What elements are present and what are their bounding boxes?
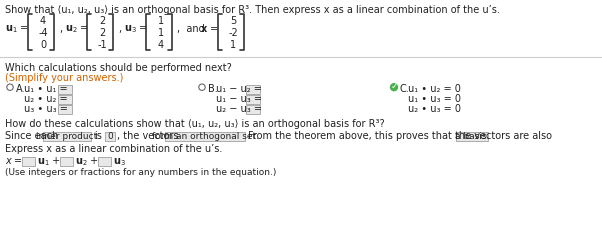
Text: 2: 2 xyxy=(99,28,105,38)
Text: How do these calculations show that ⟨u₁, u₂, u₃⟩ is an orthogonal basis for R³?: How do these calculations show that ⟨u₁,… xyxy=(5,119,385,129)
FancyBboxPatch shape xyxy=(246,85,260,94)
Text: From the theorem above, this proves that the vectors are also: From the theorem above, this proves that… xyxy=(248,131,552,141)
Text: is: is xyxy=(94,131,102,141)
FancyBboxPatch shape xyxy=(98,157,111,166)
Text: a basis.: a basis. xyxy=(455,132,489,141)
Text: u₂ • u₃ = 0: u₂ • u₃ = 0 xyxy=(408,104,461,114)
Text: u₁ − u₃ =: u₁ − u₃ = xyxy=(216,94,262,104)
Text: $\mathbf{u}_1$: $\mathbf{u}_1$ xyxy=(37,156,49,168)
Text: ,: , xyxy=(118,24,121,34)
Text: inner product: inner product xyxy=(36,132,98,141)
FancyBboxPatch shape xyxy=(22,157,35,166)
Text: u₁ • u₂ = 0: u₁ • u₂ = 0 xyxy=(408,84,461,94)
Text: 2: 2 xyxy=(99,16,105,26)
Text: $\mathbf{u}_2$ =: $\mathbf{u}_2$ = xyxy=(65,23,89,35)
FancyBboxPatch shape xyxy=(456,132,488,141)
Text: 5: 5 xyxy=(230,16,236,26)
Text: Show that ⟨u₁, u₂, u₃⟩ is an orthogonal basis for R³. Then express x as a linear: Show that ⟨u₁, u₂, u₃⟩ is an orthogonal … xyxy=(5,5,500,15)
Text: ✓: ✓ xyxy=(390,82,398,91)
FancyBboxPatch shape xyxy=(60,157,73,166)
Text: +: + xyxy=(87,156,98,166)
Text: 1: 1 xyxy=(158,28,164,38)
Text: Which calculations should be performed next?: Which calculations should be performed n… xyxy=(5,63,232,73)
Text: 4: 4 xyxy=(158,40,164,50)
Text: u₂ • u₂ =: u₂ • u₂ = xyxy=(24,94,67,104)
FancyBboxPatch shape xyxy=(58,85,72,94)
Text: -4: -4 xyxy=(38,28,48,38)
Text: 0: 0 xyxy=(40,40,46,50)
FancyBboxPatch shape xyxy=(165,132,245,141)
Text: ,: , xyxy=(59,24,62,34)
Text: B.: B. xyxy=(208,84,218,94)
Text: 0: 0 xyxy=(107,132,113,141)
Text: (Simplify your answers.): (Simplify your answers.) xyxy=(5,73,123,83)
Text: Since each: Since each xyxy=(5,131,58,141)
Text: Express x as a linear combination of the u’s.: Express x as a linear combination of the… xyxy=(5,144,222,154)
Text: C.: C. xyxy=(400,84,410,94)
FancyBboxPatch shape xyxy=(58,95,72,104)
Text: +: + xyxy=(49,156,60,166)
Text: (Use integers or fractions for any numbers in the equation.): (Use integers or fractions for any numbe… xyxy=(5,168,276,177)
Text: u₃ • u₃ =: u₃ • u₃ = xyxy=(24,104,68,114)
Text: , the vectors: , the vectors xyxy=(117,131,179,141)
Circle shape xyxy=(390,83,398,91)
Text: -1: -1 xyxy=(97,40,107,50)
Text: x =: x = xyxy=(5,156,22,166)
FancyBboxPatch shape xyxy=(246,105,260,114)
Text: 1: 1 xyxy=(158,16,164,26)
Text: u₁ − u₂ =: u₁ − u₂ = xyxy=(216,84,262,94)
FancyBboxPatch shape xyxy=(43,132,91,141)
FancyBboxPatch shape xyxy=(105,132,115,141)
Text: 4: 4 xyxy=(40,16,46,26)
Text: -2: -2 xyxy=(228,28,238,38)
Text: ,  and: , and xyxy=(177,24,205,34)
FancyBboxPatch shape xyxy=(246,95,260,104)
Text: form an orthogonal set.: form an orthogonal set. xyxy=(152,132,258,141)
Text: $\mathbf{u}_3$: $\mathbf{u}_3$ xyxy=(113,156,126,168)
Text: A.: A. xyxy=(16,84,25,94)
Text: $\mathbf{x}$ =: $\mathbf{x}$ = xyxy=(200,24,219,34)
Text: u₁ • u₃ = 0: u₁ • u₃ = 0 xyxy=(408,94,461,104)
Text: $\mathbf{u}_3$ =: $\mathbf{u}_3$ = xyxy=(124,23,148,35)
Text: $\mathbf{u}_1$ =: $\mathbf{u}_1$ = xyxy=(5,23,29,35)
FancyBboxPatch shape xyxy=(58,105,72,114)
Text: 1: 1 xyxy=(230,40,236,50)
Text: $\mathbf{u}_2$: $\mathbf{u}_2$ xyxy=(75,156,88,168)
Text: u₁ • u₁ =: u₁ • u₁ = xyxy=(24,84,67,94)
Text: u₂ − u₃ =: u₂ − u₃ = xyxy=(216,104,262,114)
